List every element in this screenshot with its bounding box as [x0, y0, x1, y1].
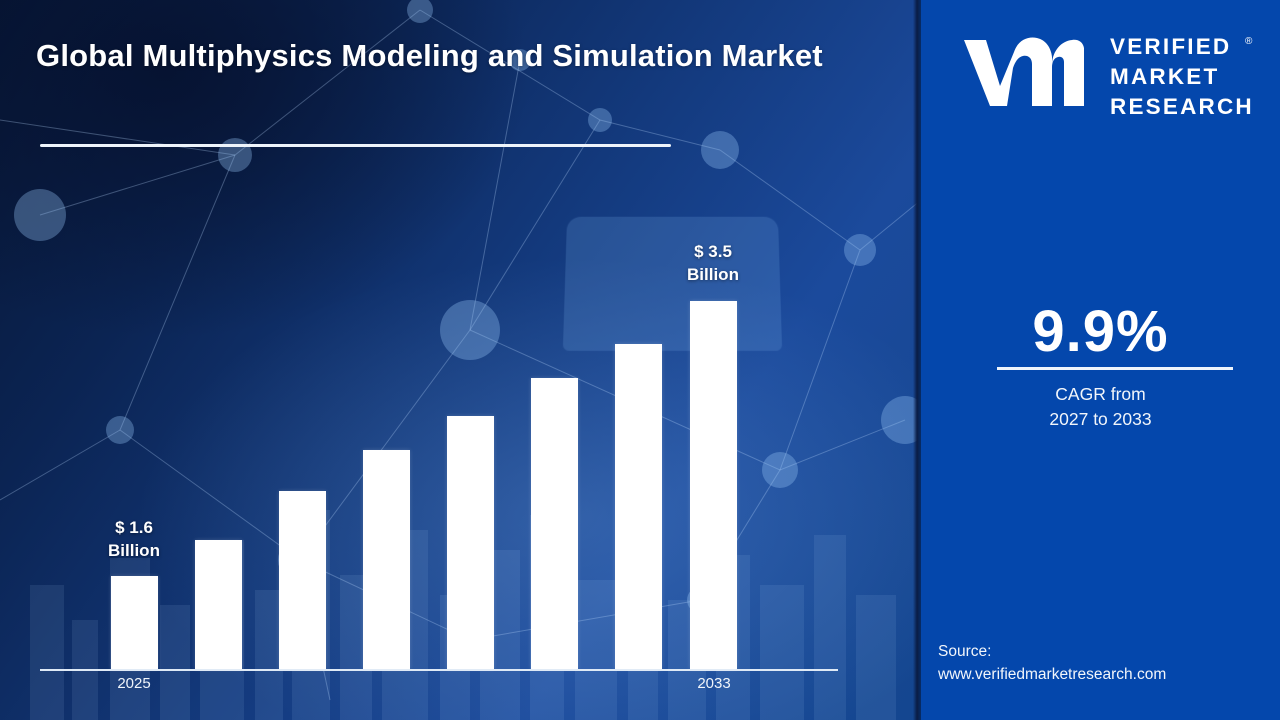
cagr-divider [997, 367, 1233, 370]
bar-label-last-line2: Billion [687, 264, 739, 284]
brand-line-market: MARKET [1110, 63, 1220, 89]
page-title: Global Multiphysics Modeling and Simulat… [36, 38, 823, 73]
bar-label-last-line1: $ 3.5 [694, 242, 732, 261]
cagr-caption-line2: 2027 to 2033 [1049, 409, 1152, 430]
bar-2025[interactable] [111, 576, 158, 669]
bar-label-first: $ 1.6 Billion [74, 517, 194, 563]
chart-baseline-axis [40, 669, 838, 671]
bar-2031[interactable] [615, 344, 662, 669]
bar-chart: $ 1.6 Billion $ 3.5 Billion 2025 2033 [40, 241, 838, 692]
axis-tick-start-year: 2025 [117, 675, 151, 692]
bar-2027[interactable] [279, 491, 326, 669]
registered-trademark-icon: ® [1245, 36, 1253, 47]
bar-2028[interactable] [363, 450, 410, 669]
right-brand-panel [921, 0, 1280, 720]
brand-line-research: RESEARCH [1110, 93, 1254, 119]
axis-tick-end-year: 2033 [697, 675, 731, 692]
bar-label-first-line2: Billion [108, 540, 160, 560]
brand-logo[interactable]: VERIFIED MARKET RESEARCH [962, 30, 1262, 122]
brand-line-verified: VERIFIED [1110, 34, 1232, 59]
cagr-caption-line1: CAGR from [1055, 384, 1146, 404]
source-label: Source: [938, 643, 992, 660]
brand-wordmark: VERIFIED MARKET RESEARCH [1110, 32, 1260, 122]
bar-2029[interactable] [447, 416, 494, 669]
bar-label-last: $ 3.5 Billion [653, 241, 773, 287]
bar-label-first-line1: $ 1.6 [115, 518, 153, 537]
title-divider [40, 144, 671, 147]
cagr-value: 9.9% [1032, 299, 1169, 364]
vmr-logo-icon [964, 37, 1084, 106]
left-content-panel: Global Multiphysics Modeling and Simulat… [0, 0, 921, 720]
bar-2030[interactable] [531, 378, 578, 669]
bar-2026[interactable] [195, 540, 242, 669]
bar-2033[interactable] [690, 301, 737, 669]
source-url[interactable]: www.verifiedmarketresearch.com [938, 666, 1167, 684]
cagr-caption: CAGR from 2027 to 2033 [921, 382, 1280, 433]
panel-divider [913, 0, 922, 720]
source-attribution: Source: www.verifiedmarketresearch.com [938, 640, 1278, 687]
